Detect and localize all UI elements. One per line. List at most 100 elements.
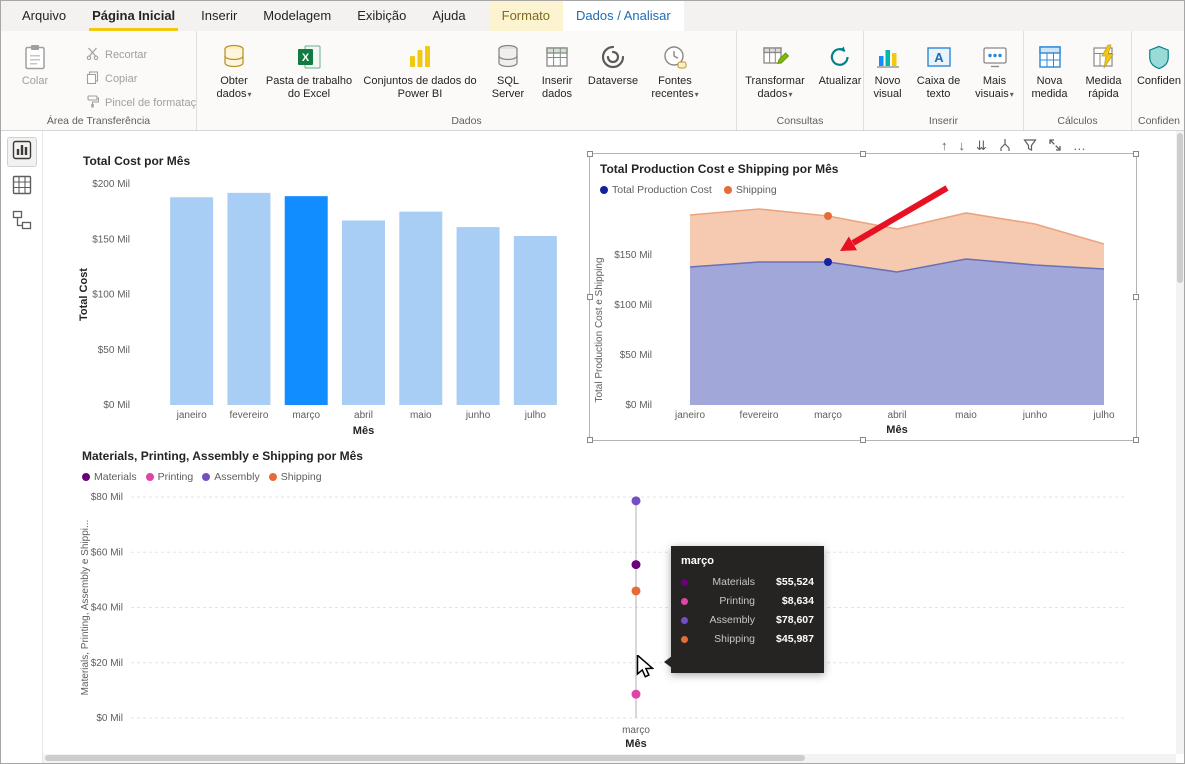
dot-printing[interactable] [631, 689, 641, 699]
legend-item-assembly[interactable]: Assembly [202, 471, 260, 483]
recent-sources-button[interactable]: Fontes recentes▾ [645, 41, 705, 101]
x-tick-label: março [292, 410, 320, 421]
ribbon-group-queries: Transformar dados▾ Atualizar Consultas [737, 31, 864, 130]
selection-handle[interactable] [1133, 294, 1139, 300]
copy-label: Copiar [105, 73, 138, 85]
bar-janeiro[interactable] [170, 197, 214, 405]
legend-item-shipping[interactable]: Shipping [723, 184, 777, 196]
selection-handle[interactable] [1133, 151, 1139, 157]
filter-icon[interactable] [1023, 138, 1037, 152]
transform-data-button[interactable]: Transformar dados▾ [737, 41, 813, 101]
selection-handle[interactable] [1133, 437, 1139, 443]
sql-server-button[interactable]: SQL Server [487, 41, 529, 101]
new-visual-button[interactable]: Novo visual [866, 41, 910, 101]
line-production [689, 258, 1105, 273]
focus-mode-icon[interactable] [1048, 138, 1062, 152]
tab-modelagem[interactable]: Modelagem [263, 8, 332, 23]
bar-fevereiro[interactable] [227, 192, 271, 405]
tab-formato[interactable]: Formato [488, 1, 564, 31]
report-view-button[interactable] [6, 137, 37, 167]
selection-handle[interactable] [587, 151, 593, 157]
vertical-scrollbar[interactable] [1176, 131, 1184, 754]
selection-handle[interactable] [860, 151, 866, 157]
powerbi-datasets-label: Conjuntos de dados do Power BI [363, 75, 477, 100]
x-axis-title: Mês [886, 424, 907, 436]
cut-button[interactable]: Recortar [86, 43, 196, 67]
bar-maio[interactable] [399, 211, 443, 405]
y-tick-label: $150 Mil [614, 250, 652, 261]
format-painter-button[interactable]: Pincel de formatação [86, 91, 196, 115]
enter-data-button[interactable]: Inserir dados [533, 41, 581, 101]
tab-ajuda[interactable]: Ajuda [432, 8, 466, 23]
legend-item-total-production-cost[interactable]: Total Production Cost [600, 184, 712, 196]
tab-exibicao[interactable]: Exibição [357, 8, 407, 23]
legend-item-shipping[interactable]: Shipping [268, 471, 322, 483]
vertical-scrollbar-thumb[interactable] [1177, 133, 1183, 283]
model-view-button[interactable] [8, 208, 36, 236]
refresh-button[interactable]: Atualizar [817, 41, 863, 101]
sensitivity-button[interactable]: Confiden [1133, 41, 1184, 88]
bar-chart-visual[interactable]: Total Cost por Mês $0 Mil $50 Mil $100 Mil… [73, 146, 590, 438]
powerbi-datasets-icon [407, 41, 433, 73]
expand-all-icon[interactable] [998, 138, 1012, 152]
get-data-button[interactable]: Obter dados▾ [207, 41, 261, 101]
area-chart-visual[interactable]: Total Production Cost e Shipping por Mês… [587, 151, 1139, 443]
horizontal-scrollbar[interactable] [43, 754, 1176, 763]
selection-handle[interactable] [587, 437, 593, 443]
mouse-cursor [636, 655, 654, 678]
legend-item-materials[interactable]: Materials [82, 471, 137, 483]
area-chart-plot: $0 Mil $50 Mil $100 Mil $150 Mil janeiro feve… [594, 208, 1115, 436]
group-label-data: Dados [451, 115, 482, 127]
text-box-button[interactable]: A Caixa de texto [914, 41, 964, 101]
tab-dados-analisar[interactable]: Dados / Analisar [563, 1, 684, 31]
dot-assembly[interactable] [631, 496, 641, 506]
more-visuals-button[interactable]: Mais visuais▾ [968, 41, 1022, 101]
x-axis-title: Mês [625, 738, 646, 750]
bar-abril[interactable] [342, 220, 385, 405]
legend-dot [723, 186, 732, 194]
horizontal-scrollbar-thumb[interactable] [45, 755, 805, 761]
scatter-chart-visual[interactable]: Materials, Printing, Assembly e Shipping… [76, 441, 1131, 757]
y-tick-label: $100 Mil [614, 300, 652, 311]
legend-item-printing[interactable]: Printing [145, 471, 193, 483]
new-measure-button[interactable]: Nova medida [1026, 41, 1074, 101]
x-tick-label: julho [524, 410, 547, 421]
go-to-next-level-icon[interactable]: ⇊ [976, 137, 987, 153]
dataverse-button[interactable]: Dataverse [585, 41, 641, 101]
x-tick-label: fevereiro [229, 410, 268, 421]
bar-março[interactable] [284, 196, 328, 405]
scissors-icon [86, 47, 99, 63]
area-production[interactable] [690, 259, 1104, 405]
x-tick-label: março [622, 725, 650, 736]
tooltip-title: março [681, 555, 715, 567]
data-view-button[interactable] [8, 173, 36, 201]
y-tick-label: $0 Mil [103, 400, 130, 411]
tooltip-series-label: Materials [712, 576, 755, 588]
new-measure-label: Nova medida [1031, 75, 1068, 100]
powerbi-datasets-button[interactable]: Conjuntos de dados do Power BI [357, 41, 483, 101]
recent-sources-label: Fontes recentes [651, 75, 694, 100]
selection-handle[interactable] [860, 437, 866, 443]
y-tick-label: $50 Mil [620, 350, 652, 361]
dot-shipping[interactable] [631, 586, 641, 596]
quick-measure-button[interactable]: Medida rápida [1078, 41, 1130, 101]
tab-inserir[interactable]: Inserir [201, 8, 238, 23]
marker-production-hover[interactable] [824, 258, 832, 266]
more-options-icon[interactable]: … [1072, 137, 1086, 153]
drill-up-icon[interactable]: ↑ [941, 137, 948, 153]
copy-button[interactable]: Copiar [86, 67, 196, 91]
bar-junho[interactable] [456, 227, 500, 405]
bar-julho[interactable] [513, 235, 557, 405]
marker-shipping-hover[interactable] [824, 212, 832, 220]
selection-handle[interactable] [587, 294, 593, 300]
drill-down-icon[interactable]: ↓ [958, 137, 966, 153]
paste-button[interactable]: Colar [13, 41, 57, 88]
group-label-clipboard: Área de Transferência [46, 115, 151, 127]
new-visual-icon [875, 41, 901, 73]
dot-materials[interactable] [631, 560, 641, 570]
excel-workbook-button[interactable]: X Pasta de trabalho do Excel [265, 41, 353, 101]
tab-arquivo[interactable]: Arquivo [22, 8, 67, 23]
ribbon-group-data: Obter dados▾ X Pasta de trabalho do Exce… [197, 31, 737, 130]
tab-pagina-inicial[interactable]: Página Inicial [79, 1, 188, 31]
